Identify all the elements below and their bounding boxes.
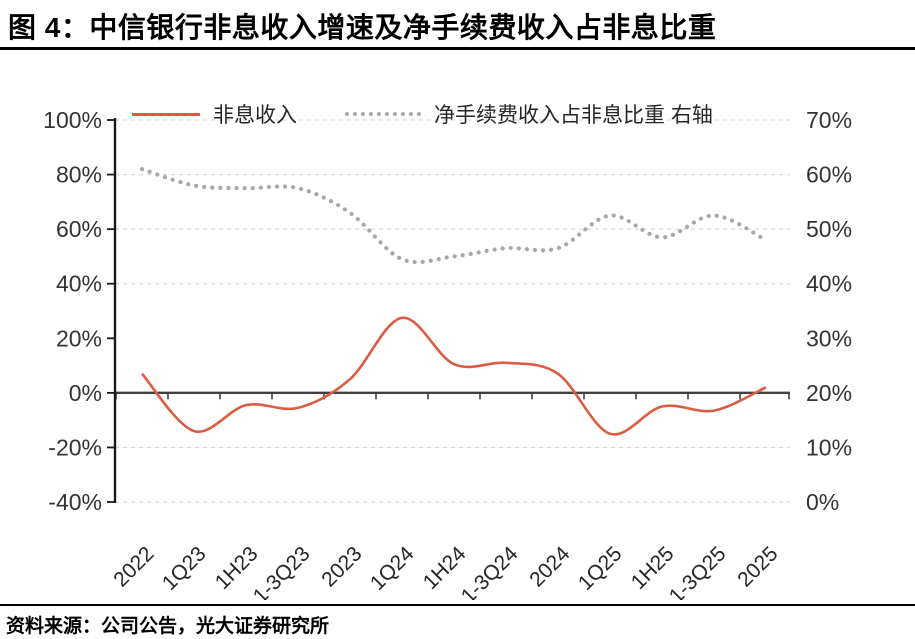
legend-item-net-fee-share: 净手续费收入占非息比重 右轴 (345, 102, 713, 127)
svg-text:20%: 20% (806, 380, 852, 406)
figure-title: 图 4：中信银行非息收入增速及净手续费收入占非息比重 (8, 12, 717, 43)
series-line-1 (139, 167, 769, 265)
series-line-0 (141, 316, 767, 436)
svg-text:80%: 80% (56, 162, 102, 188)
legend-item-non-interest-income: 非息收入 (132, 102, 297, 127)
svg-text:20%: 20% (56, 325, 102, 351)
title-divider (0, 47, 915, 50)
zero-axis (115, 391, 790, 400)
svg-text:70%: 70% (806, 107, 852, 133)
svg-text:1-3Q24: 1-3Q24 (457, 542, 523, 600)
gridlines (115, 119, 790, 503)
svg-text:60%: 60% (806, 162, 852, 188)
svg-text:30%: 30% (806, 325, 852, 351)
svg-text:2022: 2022 (109, 542, 158, 591)
svg-text:1-3Q25: 1-3Q25 (665, 542, 731, 600)
svg-text:-40%: -40% (48, 489, 102, 515)
legend-solid-line-icon (132, 112, 200, 116)
svg-text:50%: 50% (806, 216, 852, 242)
legend-label: 净手续费收入占非息比重 右轴 (434, 104, 713, 127)
svg-text:40%: 40% (56, 271, 102, 297)
svg-text:0%: 0% (806, 489, 839, 515)
svg-text:1Q25: 1Q25 (574, 542, 627, 595)
svg-text:40%: 40% (806, 271, 852, 297)
right-axis-labels: 70% 60% 50% 40% 30% 20% 10% 0% (806, 107, 852, 515)
svg-text:10%: 10% (806, 434, 852, 460)
svg-text:-20%: -20% (48, 434, 102, 460)
svg-text:0%: 0% (69, 380, 102, 406)
left-axis-labels: 100% 80% 60% 40% 20% 0% -20% -40% (43, 107, 102, 515)
legend-label: 非息收入 (213, 104, 297, 127)
svg-text:2025: 2025 (733, 542, 782, 591)
legend-dotted-line-icon (345, 112, 421, 116)
svg-text:1Q23: 1Q23 (158, 542, 211, 595)
source-note: 资料来源：公司公告，光大证券研究所 (6, 616, 330, 637)
svg-text:1Q24: 1Q24 (366, 542, 419, 595)
footer-divider (0, 604, 915, 606)
svg-text:60%: 60% (56, 216, 102, 242)
svg-text:2023: 2023 (317, 542, 366, 591)
svg-text:1-3Q23: 1-3Q23 (249, 542, 315, 600)
left-axis (107, 118, 117, 503)
svg-text:2024: 2024 (525, 542, 575, 592)
svg-text:100%: 100% (43, 107, 102, 133)
chart-canvas: 100% 80% 60% 40% 20% 0% -20% -40% 70% 60% 50% 40% 30… (43, 107, 852, 600)
